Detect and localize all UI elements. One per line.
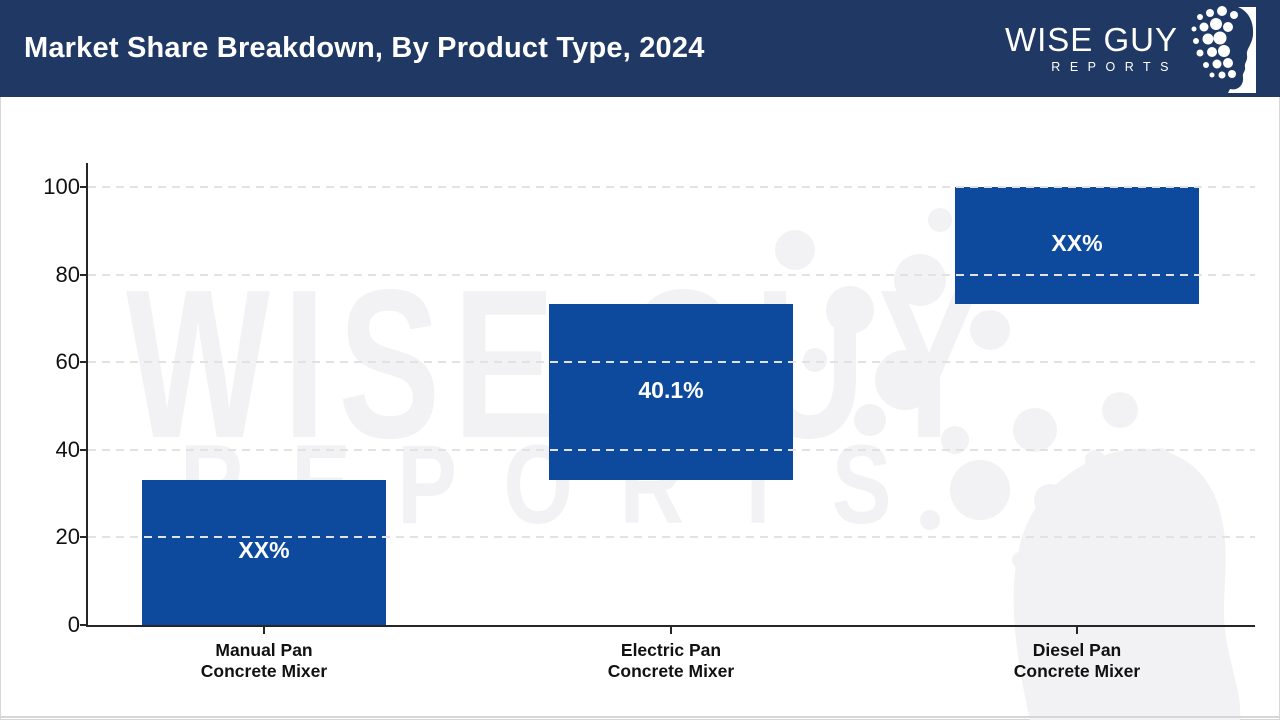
y-tick-label: 60 — [55, 349, 80, 375]
bar-value-label: XX% — [238, 537, 290, 564]
logo-wordmark: WISE GUY — [1004, 21, 1178, 58]
y-tick-label: 0 — [67, 612, 80, 637]
y-tick-mark — [80, 186, 87, 188]
x-category-label: Diesel Pan Concrete Mixer — [1013, 640, 1141, 681]
gridline — [88, 186, 1255, 188]
y-tick-mark — [80, 273, 87, 276]
header: Market Share Breakdown, By Product Type,… — [0, 0, 1280, 97]
x-tick-mark — [263, 626, 265, 634]
y-tick-label: 100 — [43, 174, 80, 199]
y-tick-mark — [80, 536, 87, 539]
x-axis-spine — [86, 625, 1255, 627]
y-tick-label: 80 — [55, 261, 80, 287]
bar-value-label: XX% — [1051, 230, 1103, 257]
logo-wordmark-block: WISE GUY REPORTS — [1005, 23, 1178, 74]
gridline — [88, 536, 1255, 539]
y-tick-mark — [80, 624, 87, 626]
page-title: Market Share Breakdown, By Product Type,… — [24, 32, 705, 64]
wiseguy-logo: WISE GUY REPORTS — [1005, 5, 1256, 93]
y-tick-label: 20 — [55, 524, 80, 550]
watermark-face-graphic — [775, 208, 1241, 720]
logo-subtext: REPORTS — [1051, 60, 1178, 74]
bar-value-label: 40.1% — [638, 376, 704, 403]
x-tick-mark — [670, 626, 672, 634]
x-category-label: Electric Pan Concrete Mixer — [607, 640, 735, 681]
face-logo-icon — [1191, 5, 1256, 93]
x-tick-mark — [1076, 626, 1078, 634]
gridline — [88, 361, 1255, 364]
bar — [955, 187, 1199, 304]
y-tick-mark — [80, 361, 87, 364]
y-tick-mark — [80, 448, 87, 451]
gridline — [88, 273, 1255, 276]
bar — [142, 479, 386, 625]
y-tick-label: 40 — [55, 436, 80, 462]
bottom-border — [0, 716, 1280, 718]
gridline — [88, 448, 1255, 451]
x-category-label: Manual Pan Concrete Mixer — [200, 640, 328, 681]
y-axis-spine — [86, 163, 88, 627]
